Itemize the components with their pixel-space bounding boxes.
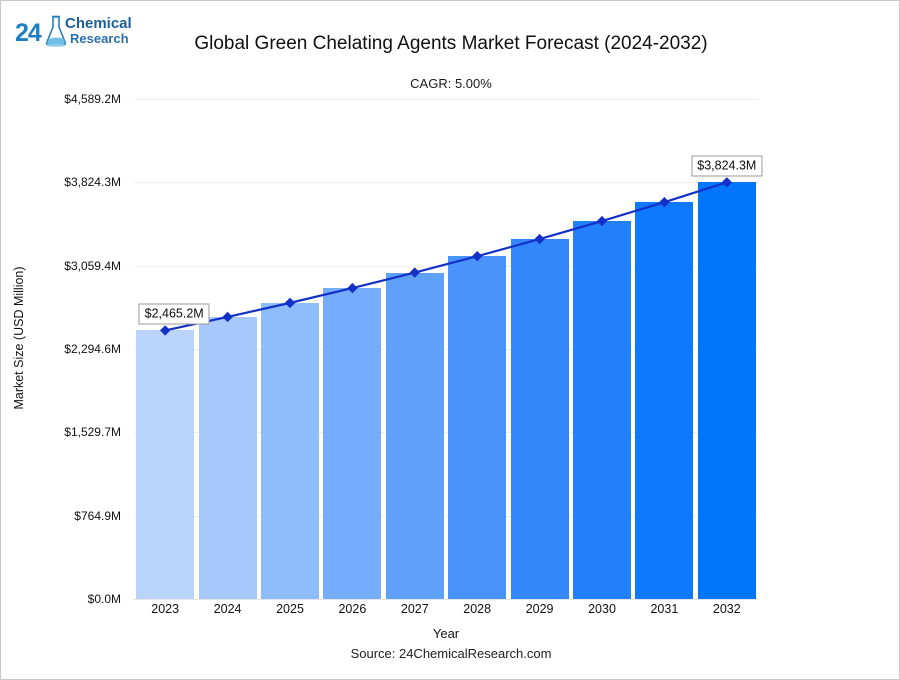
chart-subtitle-cagr: CAGR: 5.00% [410,76,492,91]
y-axis-tick-label: $3,824.3M [64,175,121,190]
x-axis-tick-label: 2030 [588,602,616,616]
x-axis-tick-label: 2027 [400,602,429,616]
y-axis-tick-label: $3,059.4M [64,258,121,273]
x-axis-tick-label: 2024 [213,602,242,616]
x-axis-title: Year [432,626,460,641]
x-axis-tick-label: 2026 [338,602,367,616]
y-axis-tick-label: $2,294.6M [64,342,121,356]
bar-2024[interactable] [198,316,257,599]
gridline [134,515,758,517]
gridline [134,432,758,434]
y-axis-tick-label: $4,589.2M [64,92,121,106]
data-label-2032: $3,824.3M [691,155,763,177]
x-axis-tick-label: 2023 [151,602,180,616]
bar-2027[interactable] [385,272,444,599]
x-axis-tick-labels: 2023 2024 2025 2026 2027 2028 2029 2030 2031 2032 [134,602,758,624]
x-axis-tick-label: 2032 [712,602,741,616]
flask-icon [45,15,67,47]
bar-2030[interactable] [572,221,631,599]
gridline [134,182,758,184]
bar-2032[interactable] [697,182,756,599]
gridline [134,599,758,600]
x-axis-tick-label: 2028 [463,602,492,616]
bar-2028[interactable] [448,256,507,599]
brand-logo: 24 Chemical Research [15,13,132,53]
y-axis-tick-label: $1,529.7M [64,425,121,440]
y-axis-tick-label: $764.9M [74,508,121,523]
logo-word-chemical: Chemical [65,15,132,32]
plot-area: $2,465.2M $3,824.3M [134,99,763,600]
bar-2029[interactable] [510,239,569,599]
gridline [134,99,758,100]
x-axis-tick-label: 2031 [650,602,679,616]
logo-number: 24 [15,19,42,47]
gridline [134,349,758,350]
y-axis-tick-labels: $0.0M $764.9M $1,529.7M $2,294.6M $3,059.4M $… [1,92,127,606]
bar-2031[interactable] [635,202,694,599]
y-axis-tick-label: $0.0M [87,592,121,606]
bar-2025[interactable] [260,302,319,599]
data-label-2023: $2,465.2M [138,303,210,325]
bar-2023[interactable] [136,330,195,599]
chart-title: Global Green Chelating Agents Market For… [194,33,708,54]
bar-2026[interactable] [323,288,382,599]
logo-word-research: Research [70,31,129,46]
source-note: Source: 24ChemicalResearch.com [350,646,552,661]
x-axis-tick-label: 2025 [276,602,304,616]
x-axis-tick-label: 2029 [525,602,554,616]
